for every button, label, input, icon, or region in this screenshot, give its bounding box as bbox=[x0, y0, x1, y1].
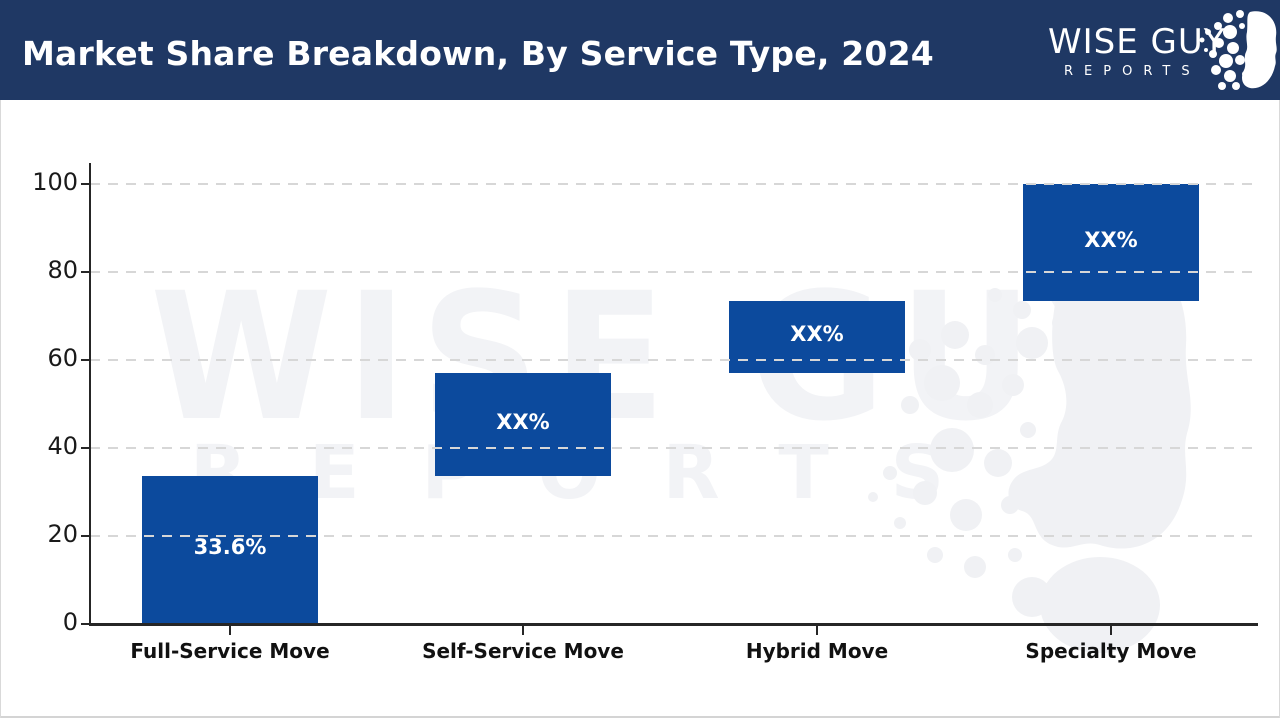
bar-value-label-self-service-move: XX% bbox=[496, 409, 550, 434]
bar-hybrid-move bbox=[729, 301, 905, 374]
y-tick-label-0: 0 bbox=[62, 608, 78, 636]
y-tick-100 bbox=[81, 183, 90, 185]
y-tick-label-80: 80 bbox=[47, 256, 78, 284]
bar-full-service-move bbox=[142, 476, 318, 624]
logo-dotted-face-icon bbox=[1199, 10, 1277, 90]
gridline-y-80 bbox=[90, 271, 1258, 273]
x-tick-label-self-service-move: Self-Service Move bbox=[422, 639, 624, 663]
bar-value-label-hybrid-move: XX% bbox=[790, 322, 844, 347]
x-tick-self-service-move bbox=[522, 626, 524, 635]
header-bar: Market Share Breakdown, By Service Type,… bbox=[0, 0, 1280, 100]
y-tick-80 bbox=[81, 271, 90, 273]
x-tick-full-service-move bbox=[229, 626, 231, 635]
logo-subtitle: REPORTS bbox=[1064, 64, 1201, 79]
bar-self-service-move bbox=[435, 373, 611, 477]
y-tick-60 bbox=[81, 359, 90, 361]
x-axis-spine bbox=[89, 623, 1258, 626]
gridline-y-60 bbox=[90, 359, 1258, 361]
x-tick-label-full-service-move: Full-Service Move bbox=[130, 639, 330, 663]
gridline-y-40 bbox=[90, 447, 1258, 449]
y-axis-spine bbox=[89, 163, 91, 625]
bar-value-label-full-service-move: 33.6% bbox=[193, 535, 267, 560]
page-bottom-border bbox=[0, 716, 1280, 718]
x-tick-label-specialty-move: Specialty Move bbox=[1025, 639, 1197, 663]
wise-guy-reports-logo: WISE GUY REPORTS bbox=[1040, 0, 1280, 100]
bar-value-label-specialty-move: XX% bbox=[1084, 227, 1138, 252]
y-tick-40 bbox=[81, 447, 90, 449]
x-tick-specialty-move bbox=[1110, 626, 1112, 635]
x-tick-label-hybrid-move: Hybrid Move bbox=[745, 639, 889, 663]
y-tick-0 bbox=[81, 623, 90, 625]
y-tick-label-20: 20 bbox=[47, 520, 78, 548]
y-tick-label-40: 40 bbox=[47, 432, 78, 460]
page-left-border bbox=[0, 100, 1, 718]
gridline-y-20 bbox=[90, 535, 1258, 537]
y-tick-label-60: 60 bbox=[47, 344, 78, 372]
y-tick-20 bbox=[81, 535, 90, 537]
logo-wordmark: WISE GUY bbox=[1048, 22, 1226, 62]
y-tick-label-100: 100 bbox=[32, 168, 78, 196]
x-tick-hybrid-move bbox=[816, 626, 818, 635]
gridline-y-100 bbox=[90, 183, 1258, 185]
page-title: Market Share Breakdown, By Service Type,… bbox=[22, 34, 934, 73]
